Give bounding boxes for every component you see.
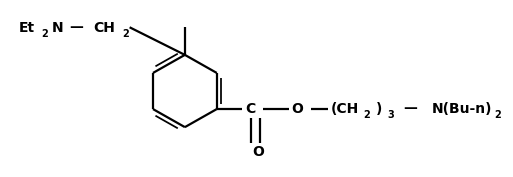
Text: 2: 2 — [41, 29, 48, 39]
Text: Et: Et — [18, 21, 35, 35]
Text: N: N — [51, 21, 63, 35]
Text: C: C — [245, 102, 255, 116]
Text: —: — — [404, 101, 418, 115]
Text: O: O — [252, 145, 264, 159]
Text: N(Bu-n): N(Bu-n) — [431, 102, 492, 116]
Text: —: — — [69, 20, 83, 34]
Text: 3: 3 — [387, 110, 394, 120]
Text: ): ) — [376, 102, 382, 116]
Text: CH: CH — [93, 21, 115, 35]
Text: 2: 2 — [364, 110, 370, 120]
Text: 2: 2 — [494, 110, 501, 120]
Text: (CH: (CH — [330, 102, 359, 116]
Text: O: O — [291, 102, 303, 116]
Text: 2: 2 — [122, 29, 129, 39]
